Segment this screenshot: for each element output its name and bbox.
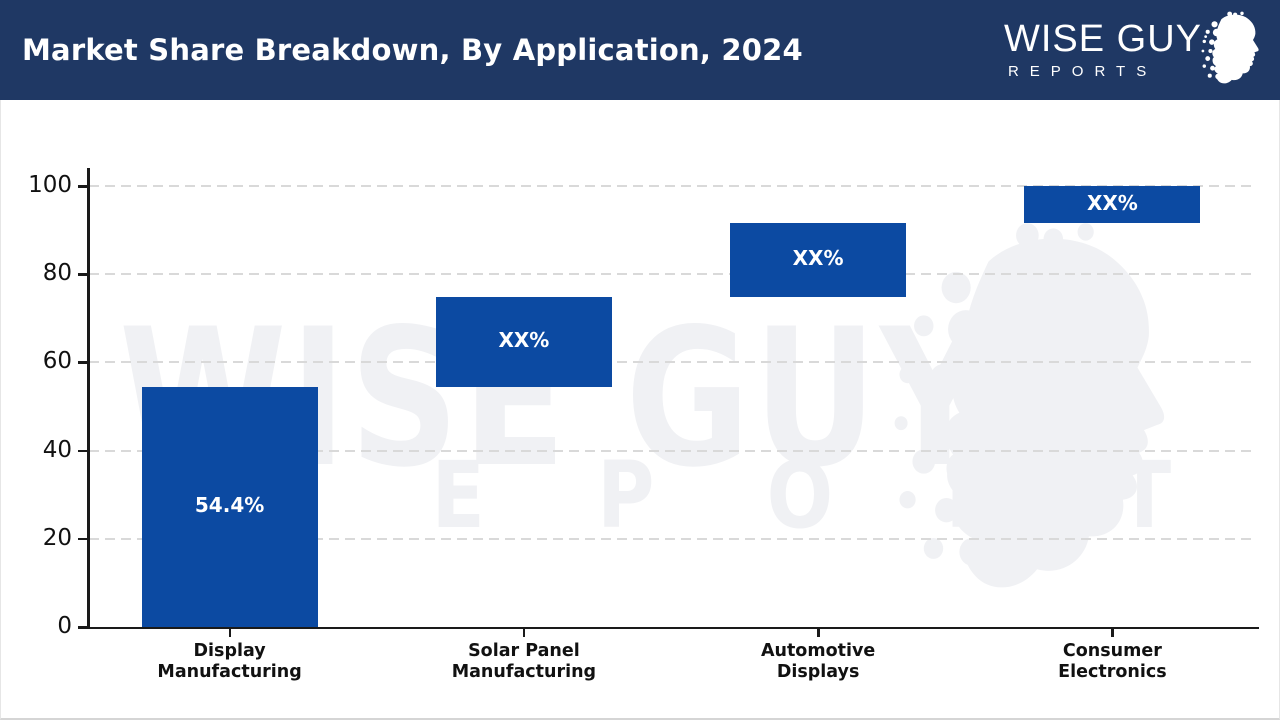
- y-axis-tick-label: 100: [28, 172, 72, 198]
- x-axis-category-label: Display Manufacturing: [157, 641, 302, 683]
- brand-name: WISE GUY: [1003, 18, 1202, 61]
- bar-value-label: XX%: [792, 246, 844, 271]
- x-axis-category-label: Solar Panel Manufacturing: [451, 641, 597, 683]
- x-axis-tick: [228, 629, 232, 637]
- brand-logo-text: WISE GUY REPORTS: [1003, 18, 1202, 80]
- bar-segment[interactable]: [730, 223, 907, 298]
- dotted-head-logo-icon: [1201, 11, 1259, 84]
- y-axis-tick-label: 80: [42, 260, 72, 287]
- chart-area: WISE GUY R E P O R T S 0 20 40 60 80 100 54.4%…: [0, 100, 1280, 720]
- bar-value-label: XX%: [1086, 190, 1138, 215]
- x-axis-tick: [817, 629, 820, 637]
- gridline: [89, 273, 1257, 276]
- y-axis-tick: [78, 361, 88, 364]
- bar-value-label: 54.4%: [194, 493, 265, 518]
- bar-segment[interactable]: [435, 297, 612, 388]
- y-axis-tick-label: 0: [57, 613, 72, 639]
- y-axis-line: [87, 168, 90, 629]
- x-axis-tick: [522, 629, 526, 637]
- brand-subtitle: REPORTS: [1007, 62, 1158, 80]
- y-axis-tick: [78, 273, 88, 276]
- x-axis-tick: [1111, 629, 1114, 637]
- page-title: Market Share Breakdown, By Application, …: [22, 33, 803, 67]
- y-axis-tick: [78, 626, 88, 629]
- watermark-head-icon: [894, 223, 1165, 588]
- bar-segment[interactable]: [141, 387, 318, 627]
- gridline: [89, 361, 1257, 364]
- gridline: [89, 537, 1257, 540]
- x-axis-category-label: Consumer Electronics: [1058, 641, 1167, 683]
- x-axis-line: [87, 626, 1259, 629]
- y-axis-tick-label: 40: [42, 436, 72, 463]
- bar-segment[interactable]: [1024, 186, 1201, 224]
- y-axis-tick: [78, 185, 88, 188]
- brand-logo: WISE GUY REPORTS: [1004, 10, 1266, 90]
- header-bar: Market Share Breakdown, By Application, …: [0, 0, 1280, 100]
- gridline: [89, 185, 1257, 187]
- y-axis-tick-label: 60: [42, 348, 72, 375]
- y-axis-tick: [78, 449, 88, 453]
- gridline: [89, 449, 1257, 452]
- x-axis-category-label: Automotive Displays: [760, 641, 876, 683]
- y-axis-tick: [78, 537, 88, 541]
- y-axis-tick-label: 20: [42, 524, 72, 551]
- bar-value-label: XX%: [498, 328, 550, 353]
